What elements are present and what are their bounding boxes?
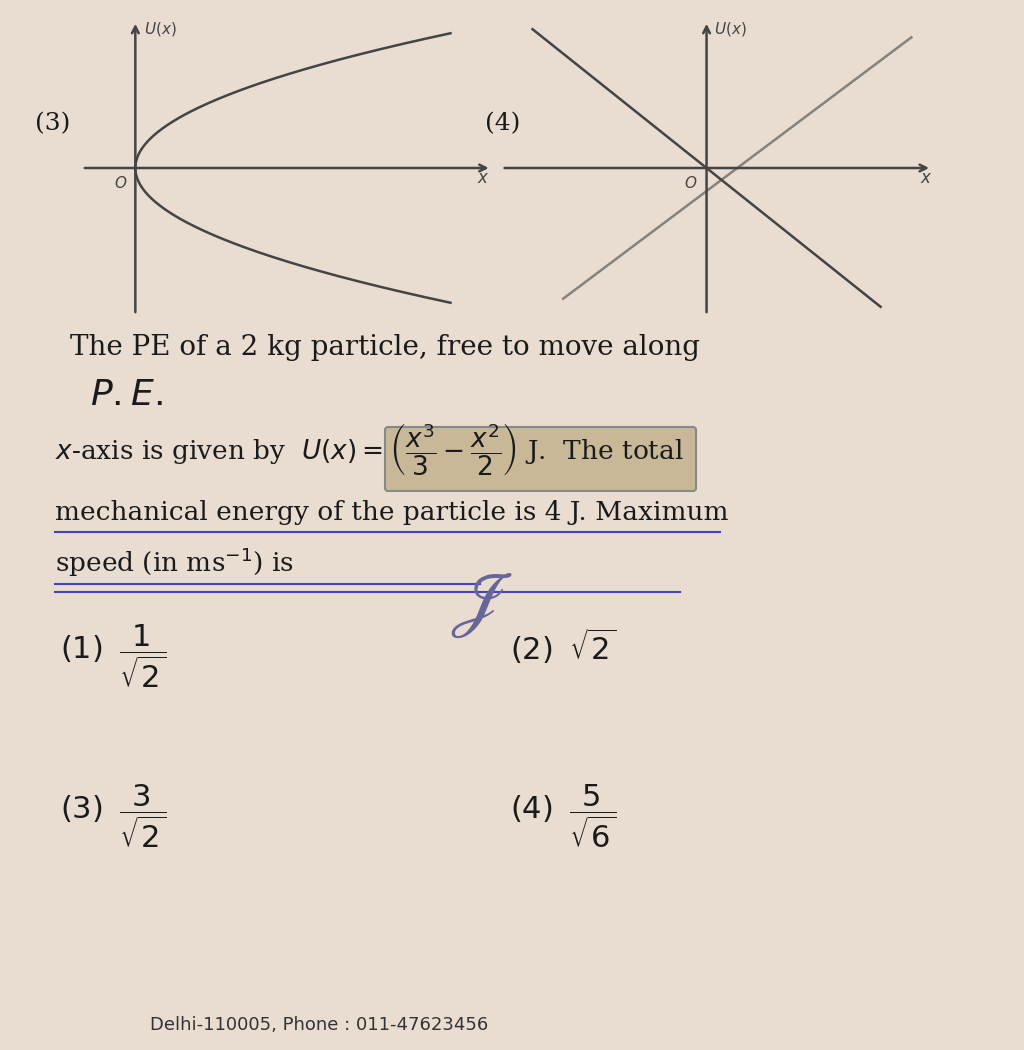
Text: $(4)\;\;\dfrac{5}{\sqrt{6}}$: $(4)\;\;\dfrac{5}{\sqrt{6}}$ [510, 783, 616, 850]
Text: Delhi-110005, Phone : 011-47623456: Delhi-110005, Phone : 011-47623456 [150, 1016, 488, 1034]
Text: $(3)\;\;\dfrac{3}{\sqrt{2}}$: $(3)\;\;\dfrac{3}{\sqrt{2}}$ [60, 783, 166, 850]
Text: mechanical energy of the particle is 4 J. Maximum: mechanical energy of the particle is 4 J… [55, 500, 728, 525]
Text: $\mathscr{J}$: $\mathscr{J}$ [450, 567, 512, 640]
Text: $x$: $x$ [477, 169, 489, 187]
Text: (3): (3) [35, 112, 71, 135]
Text: speed (in ms$^{-1}$) is: speed (in ms$^{-1}$) is [55, 546, 294, 579]
Text: $\mathit{P.E.}$: $\mathit{P.E.}$ [90, 378, 163, 412]
FancyBboxPatch shape [385, 427, 696, 491]
Text: $O$: $O$ [114, 175, 127, 191]
Text: $U(x)$: $U(x)$ [144, 20, 177, 38]
Text: $U(x)$: $U(x)$ [714, 20, 746, 38]
Text: $(2)\;\;\sqrt{2}$: $(2)\;\;\sqrt{2}$ [510, 627, 616, 667]
Text: $x$: $x$ [920, 169, 932, 187]
Text: $x$-axis is given by  $U(x) = \left(\dfrac{x^3}{3} - \dfrac{x^2}{2}\right)$ J.  : $x$-axis is given by $U(x) = \left(\dfra… [55, 421, 684, 479]
Text: The PE of a 2 kg particle, free to move along: The PE of a 2 kg particle, free to move … [70, 334, 700, 361]
Text: $O$: $O$ [684, 175, 697, 191]
Text: $(1)\;\;\dfrac{1}{\sqrt{2}}$: $(1)\;\;\dfrac{1}{\sqrt{2}}$ [60, 623, 166, 691]
Text: (4): (4) [485, 112, 520, 135]
